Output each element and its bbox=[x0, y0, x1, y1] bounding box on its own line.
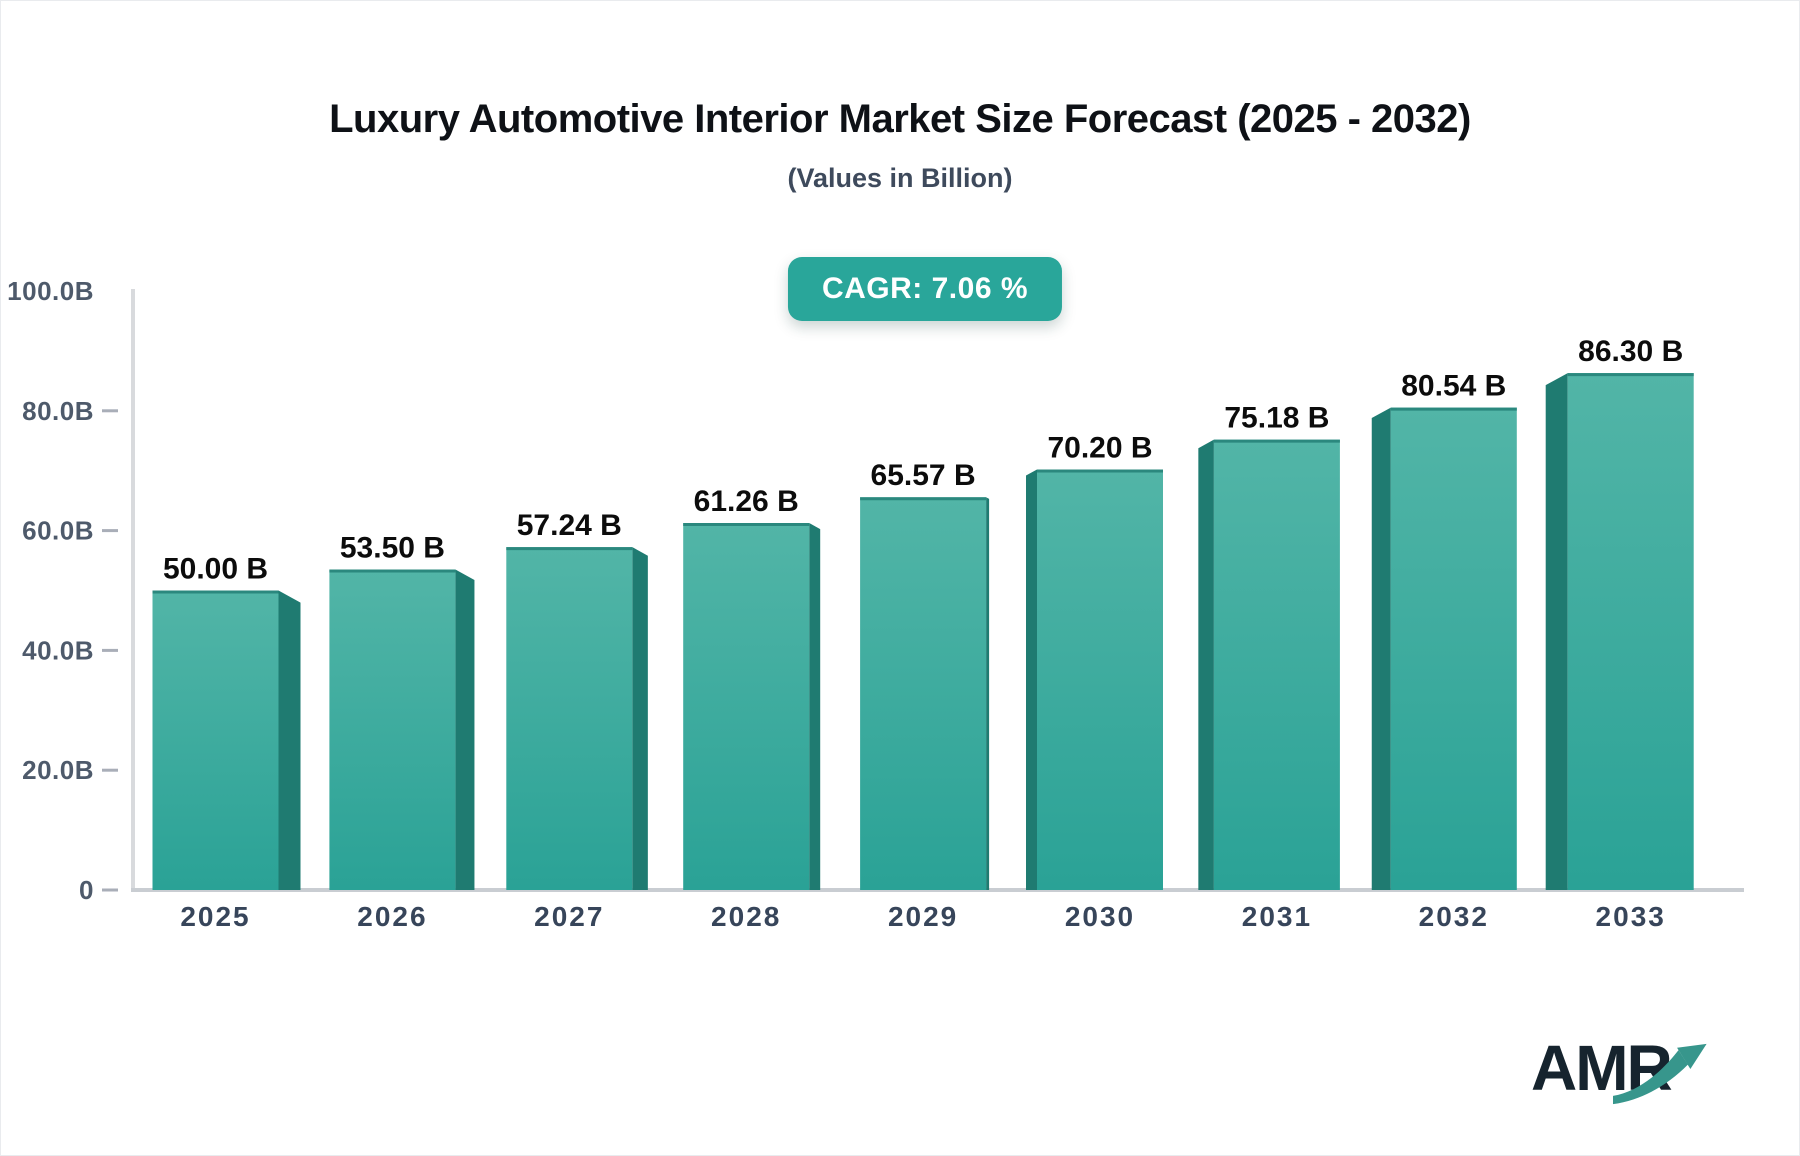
x-axis-label: 2033 bbox=[1596, 901, 1666, 932]
bar-side-face bbox=[1198, 439, 1214, 890]
bar-side-face bbox=[1371, 407, 1391, 890]
y-tick-label: 100.0B bbox=[7, 276, 94, 306]
x-axis-label: 2028 bbox=[711, 901, 781, 932]
bar-2027 bbox=[506, 547, 633, 890]
y-tick-label: 80.0B bbox=[22, 396, 94, 426]
chart-subtitle: (Values in Billion) bbox=[787, 163, 1013, 193]
cagr-badge: CAGR: 7.06 % bbox=[787, 257, 1063, 321]
bar-value-label: 57.24 B bbox=[517, 509, 622, 542]
bar-value-label: 75.18 B bbox=[1224, 402, 1329, 435]
bar-side-face bbox=[809, 523, 821, 890]
x-axis-label: 2029 bbox=[888, 901, 958, 932]
amr-logo: AMR bbox=[1531, 1031, 1731, 1121]
bar-side-face bbox=[632, 547, 648, 890]
bar-2026 bbox=[329, 569, 456, 890]
bar-2031 bbox=[1213, 439, 1340, 890]
bar-2032 bbox=[1390, 407, 1517, 890]
bar-2030 bbox=[1037, 469, 1163, 890]
y-tick-label: 20.0B bbox=[22, 755, 94, 785]
bar-side-face bbox=[1545, 373, 1568, 890]
bar-value-label: 65.57 B bbox=[871, 459, 976, 492]
bar-2033 bbox=[1567, 373, 1694, 890]
x-axis-label: 2025 bbox=[180, 901, 250, 932]
x-axis-label: 2030 bbox=[1065, 901, 1135, 932]
chart-title: Luxury Automotive Interior Market Size F… bbox=[329, 97, 1471, 141]
y-tick-label: 60.0B bbox=[22, 516, 94, 546]
x-axis-label: 2027 bbox=[534, 901, 604, 932]
bar-value-label: 61.26 B bbox=[694, 485, 799, 518]
bar-side-face bbox=[986, 497, 990, 890]
growth-arrow-head bbox=[1677, 1043, 1707, 1070]
growth-arrow-swoosh bbox=[1613, 1050, 1688, 1105]
bar-side-face bbox=[278, 590, 301, 890]
bar-2025 bbox=[152, 590, 279, 890]
bar-2028 bbox=[683, 523, 810, 890]
bar-value-label: 53.50 B bbox=[340, 532, 445, 565]
x-axis-label: 2032 bbox=[1419, 901, 1489, 932]
x-axis-label: 2031 bbox=[1242, 901, 1312, 932]
bar-value-label: 86.30 B bbox=[1578, 335, 1683, 368]
bar-value-label: 80.54 B bbox=[1401, 370, 1506, 403]
growth-arrow-icon bbox=[1613, 1043, 1707, 1105]
bar-side-face bbox=[1026, 469, 1037, 890]
bar-value-label: 70.20 B bbox=[1047, 432, 1152, 465]
bar-side-face bbox=[455, 569, 475, 890]
bar-2029 bbox=[860, 497, 987, 890]
bar-value-label: 50.00 B bbox=[163, 553, 268, 586]
x-axis-label: 2026 bbox=[357, 901, 427, 932]
y-tick-label: 40.0B bbox=[22, 635, 94, 665]
y-tick-label: 0 bbox=[79, 875, 94, 905]
